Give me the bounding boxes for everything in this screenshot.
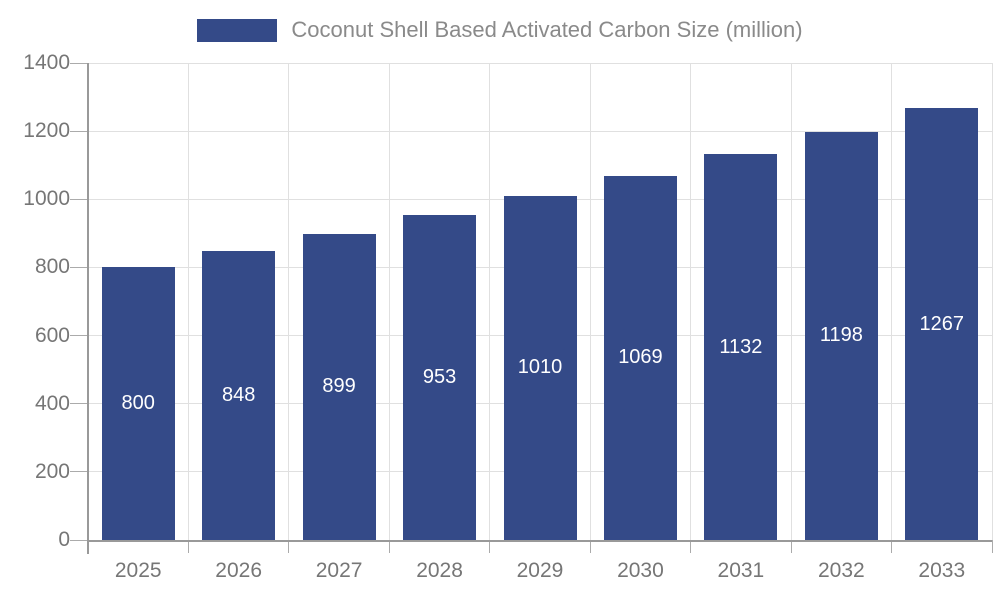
bar-value-label: 1010 <box>517 356 563 379</box>
y-axis-tick <box>70 198 88 200</box>
gridline-vertical <box>187 63 189 540</box>
gridline-vertical <box>790 63 792 540</box>
gridline-vertical <box>388 63 390 540</box>
gridline-vertical <box>489 63 491 540</box>
y-tick-label: 1200 <box>23 119 70 143</box>
bar-value-label: 1069 <box>618 346 663 369</box>
legend-label: Coconut Shell Based Activated Carbon Siz… <box>291 17 803 42</box>
x-tick-label: 2027 <box>315 559 363 582</box>
x-axis-tick <box>589 540 591 553</box>
gridline-vertical <box>891 63 893 540</box>
y-tick-label: 400 <box>34 391 70 415</box>
x-tick-label: 2029 <box>516 559 564 582</box>
y-axis-tick <box>70 471 88 473</box>
y-axis-tick <box>70 130 88 132</box>
bar-value-label: 1132 <box>719 335 763 358</box>
gridline-horizontal <box>88 130 992 132</box>
bar-2032: 1198 <box>804 131 878 540</box>
bar-2025: 800 <box>101 267 175 540</box>
gridline-horizontal <box>88 62 992 64</box>
x-axis-tick <box>891 540 893 553</box>
x-tick-label: 2025 <box>114 559 162 582</box>
x-tick-label: 2028 <box>416 559 463 582</box>
gridline-vertical <box>690 63 692 540</box>
y-tick-label: 600 <box>34 323 70 347</box>
bar-2026: 848 <box>202 251 276 540</box>
y-tick-label: 800 <box>34 255 70 279</box>
bar-2027: 899 <box>302 233 376 540</box>
x-axis-tick <box>690 540 692 553</box>
x-tick-label: 2032 <box>817 559 865 582</box>
gridline-vertical <box>288 63 290 540</box>
bar-2029: 1010 <box>503 195 577 540</box>
bar-2031: 1132 <box>704 154 778 540</box>
y-axis-tick <box>70 335 88 337</box>
x-tick-label: 2031 <box>717 559 765 582</box>
y-tick-label: 1400 <box>23 51 70 74</box>
y-tick-label: 200 <box>34 459 70 483</box>
x-axis-tick <box>790 540 792 553</box>
x-axis-tick <box>489 540 491 553</box>
y-tick-label: 0 <box>58 528 70 551</box>
bar-value-label: 1198 <box>819 324 863 347</box>
y-axis-tick <box>70 539 88 541</box>
x-tick-label: 2026 <box>215 559 263 582</box>
x-axis-tick <box>388 540 390 553</box>
x-tick-label: 2030 <box>617 559 664 582</box>
bar-value-label: 899 <box>322 375 356 398</box>
bar-2030: 1069 <box>603 175 677 540</box>
gridline-vertical <box>991 63 993 540</box>
x-axis-line <box>87 540 992 542</box>
bar-2028: 953 <box>403 215 477 540</box>
x-axis-tick <box>288 540 290 553</box>
gridline-vertical <box>589 63 591 540</box>
legend-item[interactable]: Coconut Shell Based Activated Carbon Siz… <box>0 16 1000 44</box>
y-axis-tick <box>70 62 88 64</box>
x-axis-tick <box>991 540 993 553</box>
y-axis-line <box>87 63 89 554</box>
bar-value-label: 1267 <box>919 312 965 335</box>
bar-value-label: 953 <box>422 366 457 389</box>
legend-swatch <box>197 18 278 42</box>
bar-2033: 1267 <box>905 108 979 540</box>
bar-value-label: 800 <box>121 392 155 415</box>
y-axis-tick <box>70 266 88 268</box>
x-axis-tick <box>187 540 189 553</box>
y-axis-tick <box>70 403 88 405</box>
y-tick-label: 1000 <box>23 187 70 211</box>
x-tick-label: 2033 <box>918 559 966 582</box>
bar-value-label: 848 <box>221 384 256 407</box>
